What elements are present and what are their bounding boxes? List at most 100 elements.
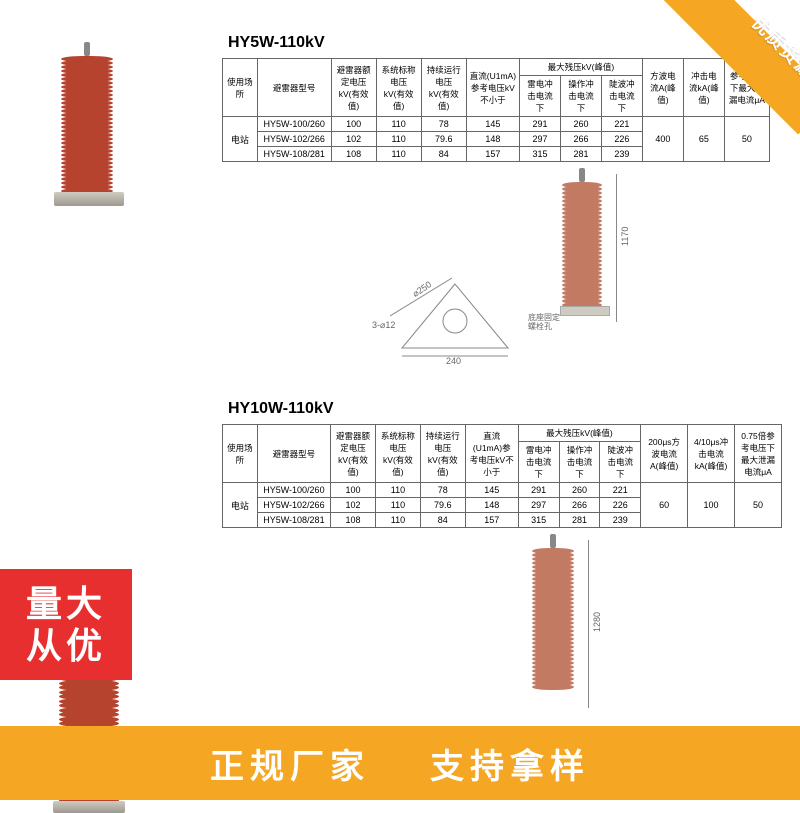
th: 陡波冲击电流下 — [601, 76, 642, 117]
td: 157 — [465, 513, 518, 528]
th: 最大残压kV(峰值) — [518, 425, 640, 442]
th: 雷电冲击电流下 — [518, 442, 559, 483]
th: 直流(U1mA)参考电压kV不小于 — [465, 425, 518, 483]
td: 291 — [518, 483, 559, 498]
td: 108 — [331, 513, 376, 528]
td: 291 — [520, 117, 561, 132]
th: 系统标称电压kV(有效值) — [375, 425, 420, 483]
th: 4/10μs冲击电流kA(峰值) — [688, 425, 735, 483]
td: 电站 — [223, 483, 258, 528]
td: 50 — [735, 483, 782, 528]
td: 100 — [331, 483, 376, 498]
title-hy10w: HY10W-110kV — [228, 400, 334, 418]
td: 239 — [601, 147, 642, 162]
td: 110 — [375, 513, 420, 528]
td: 84 — [420, 513, 465, 528]
td: 78 — [421, 117, 466, 132]
td: 281 — [560, 147, 601, 162]
td: 79.6 — [421, 132, 466, 147]
title-hy5w: HY5W-110kV — [228, 34, 325, 52]
arrester-cap — [84, 42, 90, 56]
th: 使用场所 — [223, 59, 258, 117]
td: 297 — [520, 132, 561, 147]
td: HY5W-100/260 — [257, 483, 330, 498]
td: 79.6 — [420, 498, 465, 513]
bar-left-text: 正规厂家 — [210, 739, 370, 788]
td: 157 — [466, 147, 519, 162]
td: 110 — [376, 147, 421, 162]
td: 315 — [518, 513, 559, 528]
th: 操作冲击电流下 — [560, 76, 601, 117]
td: 100 — [331, 117, 376, 132]
th: 最大残压kV(峰值) — [520, 59, 643, 76]
td: 297 — [518, 498, 559, 513]
td: HY5W-108/281 — [257, 147, 331, 162]
th: 持续运行电压kV(有效值) — [420, 425, 465, 483]
base-footprint: 240 ⌀250 3-⌀12 — [390, 276, 520, 371]
bar-right-text: 支持拿样 — [430, 739, 590, 788]
td: 110 — [375, 498, 420, 513]
badge-bulk-line1: 量大 — [26, 583, 106, 624]
arrester-discs — [61, 56, 113, 194]
badge-bulk-line2: 从优 — [26, 625, 106, 666]
td: 78 — [420, 483, 465, 498]
badge-bulk: 量大 从优 — [0, 569, 132, 680]
td: 266 — [560, 132, 601, 147]
td: 315 — [520, 147, 561, 162]
th: 避雷器型号 — [257, 425, 330, 483]
bottom-bar: 正规厂家 支持拿样 — [0, 726, 800, 800]
td: 148 — [466, 132, 519, 147]
th: 陡波冲击电流下 — [600, 442, 641, 483]
arrester-base — [54, 192, 124, 206]
td: 260 — [559, 483, 600, 498]
dim-height: 1170 — [620, 227, 630, 246]
td: 108 — [331, 147, 376, 162]
td: HY5W-108/281 — [257, 513, 330, 528]
arrester-base — [53, 801, 125, 813]
dim-note: 底座固定螺栓孔 — [528, 314, 560, 332]
td: 电站 — [223, 117, 258, 162]
td: 102 — [331, 498, 376, 513]
arrester-outline — [560, 168, 604, 316]
td: HY5W-102/266 — [257, 498, 330, 513]
td: 221 — [601, 117, 642, 132]
badge-quality-text: 优质货源 — [747, 10, 800, 85]
th: 持续运行电压kV(有效值) — [421, 59, 466, 117]
page: { "badges": {"top_right":"优质货源","bottom_… — [0, 0, 800, 800]
th: 200μs方波电流A(峰值) — [641, 425, 688, 483]
th: 系统标称电压kV(有效值) — [376, 59, 421, 117]
dimension-diagram-1: 1170 240 ⌀250 3-⌀12 底座固定螺栓孔 — [380, 168, 720, 368]
td: 60 — [641, 483, 688, 528]
td: 145 — [465, 483, 518, 498]
dim-height-2: 1280 — [592, 612, 602, 632]
th: 避雷器额定电压kV(有效值) — [331, 59, 376, 117]
dimension-diagram-2: 1280 — [470, 534, 670, 724]
arrester-image-1 — [54, 42, 120, 206]
td: 281 — [559, 513, 600, 528]
th: 雷电冲击电流下 — [520, 76, 561, 117]
td: 102 — [331, 132, 376, 147]
th: 避雷器额定电压kV(有效值) — [331, 425, 376, 483]
td: 221 — [600, 483, 641, 498]
td: 148 — [465, 498, 518, 513]
dim-width: 240 — [446, 356, 461, 366]
spec-table-2: 使用场所避雷器型号避雷器额定电压kV(有效值)系统标称电压kV(有效值)持续运行… — [222, 424, 782, 528]
td: 226 — [600, 498, 641, 513]
td: 239 — [600, 513, 641, 528]
td: 260 — [560, 117, 601, 132]
td: 84 — [421, 147, 466, 162]
dim-line — [616, 174, 617, 322]
th: 操作冲击电流下 — [559, 442, 600, 483]
th: 0.75倍参考电压下最大泄漏电流μA — [735, 425, 782, 483]
th: 使用场所 — [223, 425, 258, 483]
th: 直流(U1mA)参考电压kV不小于 — [466, 59, 519, 117]
th: 避雷器型号 — [257, 59, 331, 117]
td: 110 — [376, 132, 421, 147]
td: 110 — [376, 117, 421, 132]
td: 100 — [688, 483, 735, 528]
td: HY5W-100/260 — [257, 117, 331, 132]
td: 145 — [466, 117, 519, 132]
td: 226 — [601, 132, 642, 147]
td: 266 — [559, 498, 600, 513]
td: HY5W-102/266 — [257, 132, 331, 147]
